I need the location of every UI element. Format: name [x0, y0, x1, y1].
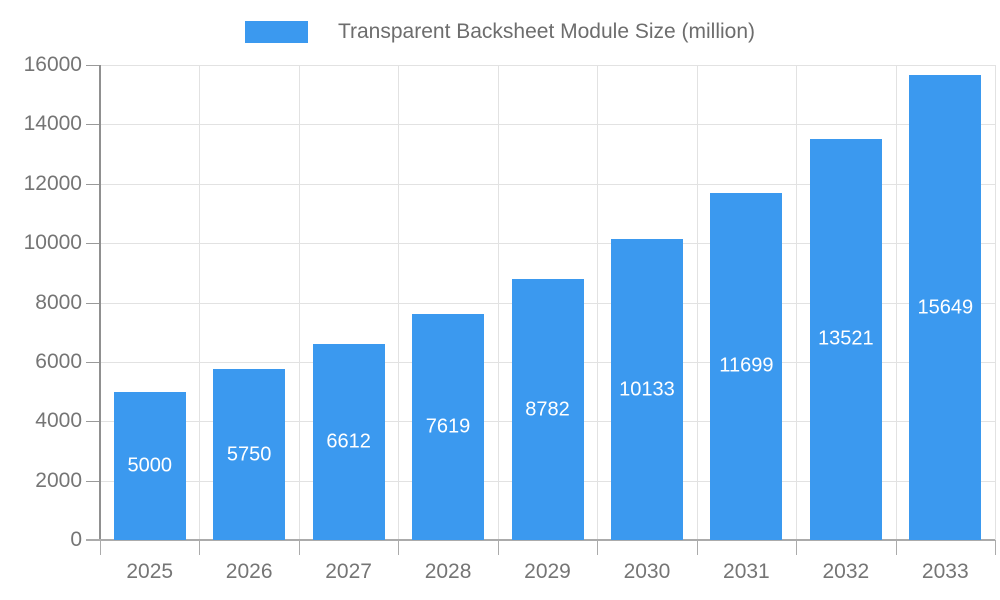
bar-value-label: 7619	[425, 415, 471, 438]
x-tick-label: 2032	[822, 560, 870, 583]
x-tick-label: 2026	[225, 560, 273, 583]
bar-2028[interactable]: 7619	[412, 313, 485, 540]
gridline-h	[100, 124, 995, 126]
gridline-v	[597, 65, 599, 540]
gridline-h	[100, 65, 995, 66]
y-tick-label: 8000	[35, 290, 82, 314]
x-axis-tick	[398, 540, 400, 555]
x-tick-label: 2028	[424, 560, 472, 583]
x-axis-tick	[199, 540, 201, 555]
bar-value-label: 8782	[525, 398, 570, 421]
x-tick-label: 2029	[524, 560, 571, 583]
y-axis-tick	[86, 183, 100, 185]
y-axis-tick	[86, 480, 100, 482]
bar-2031[interactable]: 11699	[710, 192, 783, 540]
y-tick-label: 10000	[23, 231, 82, 255]
gridline-v	[199, 65, 201, 540]
bar-2032[interactable]: 13521	[809, 138, 882, 540]
y-axis-tick	[86, 421, 100, 423]
bar-value-label: 10133	[619, 378, 675, 401]
bar-2029[interactable]: 8782	[511, 279, 584, 540]
legend-label: Transparent Backsheet Module Size (milli…	[337, 20, 756, 43]
gridline-h	[100, 183, 995, 185]
bar-value-label: 6612	[326, 430, 371, 453]
bar-2030[interactable]: 10133	[610, 239, 683, 540]
legend[interactable]: Transparent Backsheet Module Size (milli…	[0, 18, 1000, 46]
bar-2025[interactable]: 5000	[113, 391, 186, 540]
x-axis-tick	[597, 540, 599, 555]
y-tick-label: 16000	[23, 53, 82, 76]
gridline-v	[497, 65, 499, 540]
x-tick-label: 2031	[723, 560, 770, 583]
y-tick-label: 2000	[35, 468, 82, 492]
y-tick-label: 4000	[35, 409, 82, 433]
gridline-v	[398, 65, 400, 540]
x-axis-tick	[895, 540, 897, 555]
x-tick-label: 2027	[325, 560, 372, 583]
x-axis-tick	[796, 540, 798, 555]
x-axis-tick	[497, 540, 499, 555]
bar-value-label: 5750	[226, 443, 272, 466]
plot-area: 5000 5750 6612 7619 8782 10133 11699 13521 15649…	[24, 53, 996, 583]
y-axis-line	[99, 65, 101, 540]
x-tick-label: 2033	[921, 560, 969, 583]
y-axis-tick	[86, 65, 100, 66]
bar-2026[interactable]: 5750	[213, 369, 286, 540]
gridline-v	[298, 65, 300, 540]
bar-value-label: 13521	[818, 327, 874, 350]
bar-2027[interactable]: 6612	[312, 343, 385, 540]
gridline-v	[696, 65, 698, 540]
bar-value-label: 11699	[719, 354, 774, 377]
y-tick-label: 6000	[35, 349, 82, 373]
y-tick-label: 0	[70, 528, 82, 551]
bar-value-label: 5000	[127, 454, 172, 477]
y-axis-tick	[86, 302, 100, 304]
gridline-h	[100, 243, 995, 245]
y-tick-label: 12000	[23, 171, 82, 195]
x-axis-tick	[995, 540, 996, 555]
x-tick-label: 2025	[126, 560, 174, 583]
y-tick-label: 14000	[23, 112, 82, 136]
gridline-v	[995, 65, 996, 540]
gridline-v	[895, 65, 897, 540]
legend-swatch-icon	[244, 21, 308, 43]
y-axis-tick	[86, 361, 100, 363]
x-axis-tick	[696, 540, 698, 555]
x-tick-label: 2030	[623, 560, 671, 583]
gridline-v	[796, 65, 798, 540]
y-axis-tick	[86, 243, 100, 245]
bar-2033[interactable]: 15649	[909, 75, 982, 540]
bar-value-label: 15649	[917, 296, 974, 319]
y-axis-tick	[86, 124, 100, 126]
x-axis-line	[86, 539, 995, 541]
x-axis-tick	[298, 540, 300, 555]
x-axis-tick	[100, 540, 101, 555]
